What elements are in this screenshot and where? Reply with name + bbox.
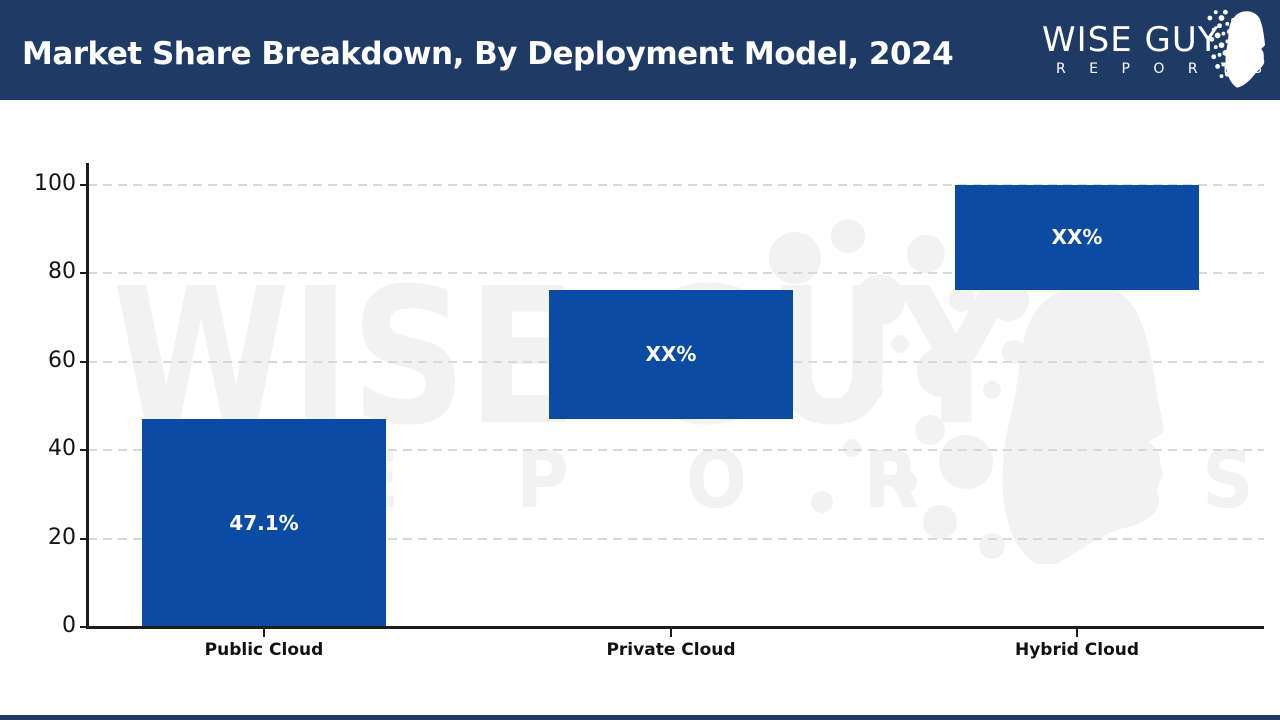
y-tickmark-80 [80, 272, 88, 274]
bar-value-label: 47.1% [229, 510, 299, 535]
y-tickmark-0 [80, 626, 88, 628]
bar-hybrid-cloud: XX% [955, 184, 1199, 290]
y-tickmark-60 [80, 360, 88, 363]
wise-guy-face-logo-icon [1207, 9, 1266, 88]
x-category-label: Private Cloud [606, 640, 736, 660]
y-tick-label-0: 0 [62, 613, 76, 638]
header-banner: Market Share Breakdown, By Deployment Mo… [0, 0, 1280, 100]
gridline-100 [88, 183, 1264, 186]
y-axis-spine [86, 163, 89, 629]
x-tickmark-3 [1076, 629, 1078, 637]
y-tickmark-20 [80, 537, 88, 540]
y-tick-label-40: 40 [48, 436, 76, 461]
x-axis-spine [86, 626, 1264, 629]
bar-private-cloud: XX% [549, 289, 793, 419]
y-tick-label-20: 20 [48, 524, 76, 550]
x-category-label: Public Cloud [204, 640, 324, 660]
bar-value-label: XX% [645, 342, 697, 367]
logo-wordmark: WISE GUY [1042, 20, 1220, 60]
y-tick-label-100: 100 [34, 170, 76, 196]
bar-value-label: XX% [1051, 225, 1103, 250]
footer-bar [0, 715, 1280, 720]
page-title: Market Share Breakdown, By Deployment Mo… [22, 36, 954, 72]
x-tickmark-1 [263, 629, 265, 637]
y-tickmark-100 [80, 183, 88, 186]
gridline-20 [88, 537, 1264, 540]
wise-guy-logo: WISE GUY R E P O R T S [1042, 22, 1271, 77]
bar-public-cloud: 47.1% [142, 418, 386, 627]
x-category-label: Hybrid Cloud [1014, 640, 1140, 660]
y-tick-label-80: 80 [48, 259, 76, 284]
y-tick-label-60: 60 [48, 347, 76, 373]
gridline-40 [88, 449, 1264, 451]
y-tickmark-40 [80, 449, 88, 451]
gridline-80 [88, 272, 1264, 274]
logo-subtitle: R E P O R T S [1056, 61, 1272, 77]
x-tickmark-2 [670, 629, 672, 637]
